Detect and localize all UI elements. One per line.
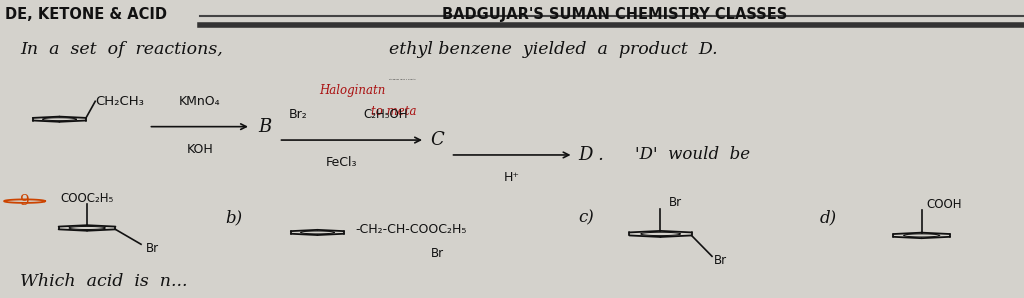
Text: In  a  set  of  reactions,: In a set of reactions, (20, 41, 223, 58)
Text: C₂H₅OH: C₂H₅OH (364, 108, 408, 121)
Text: Haloginatn: Haloginatn (319, 84, 386, 97)
Text: H⁺: H⁺ (504, 171, 520, 184)
Text: c): c) (579, 209, 594, 226)
Text: 9: 9 (19, 194, 30, 208)
Text: B: B (258, 118, 271, 136)
Text: -CH₂-CH-COOC₂H₅: -CH₂-CH-COOC₂H₅ (355, 223, 467, 236)
Text: b): b) (225, 209, 243, 226)
Text: COOH: COOH (927, 198, 963, 211)
Text: Which  acid  is  n...: Which acid is n... (20, 273, 188, 290)
Text: ethyl benzene  yielded  a  product  D.: ethyl benzene yielded a product D. (389, 78, 416, 80)
Text: BADGUJAR'S SUMAN CHEMISTRY CLASSES: BADGUJAR'S SUMAN CHEMISTRY CLASSES (441, 7, 787, 22)
Text: CH₂CH₃: CH₂CH₃ (95, 95, 144, 108)
Text: FeCl₃: FeCl₃ (326, 156, 357, 169)
Text: 'D'  would  be: 'D' would be (635, 146, 750, 164)
Text: ethyl benzene  yielded  a  product  D.: ethyl benzene yielded a product D. (389, 41, 718, 58)
Text: Br: Br (669, 196, 682, 209)
Text: COOC₂H₅: COOC₂H₅ (60, 192, 114, 205)
Text: to meta: to meta (371, 105, 416, 118)
Text: KMnO₄: KMnO₄ (179, 95, 220, 108)
Text: Br: Br (146, 242, 160, 255)
Text: Br: Br (714, 254, 727, 267)
Text: KOH: KOH (186, 142, 213, 156)
Text: D .: D . (579, 146, 604, 164)
Text: Br: Br (431, 247, 443, 260)
Text: Br₂: Br₂ (289, 108, 307, 121)
Text: d): d) (819, 209, 837, 226)
Text: C: C (430, 131, 443, 149)
Text: DE, KETONE & ACID: DE, KETONE & ACID (5, 7, 167, 22)
